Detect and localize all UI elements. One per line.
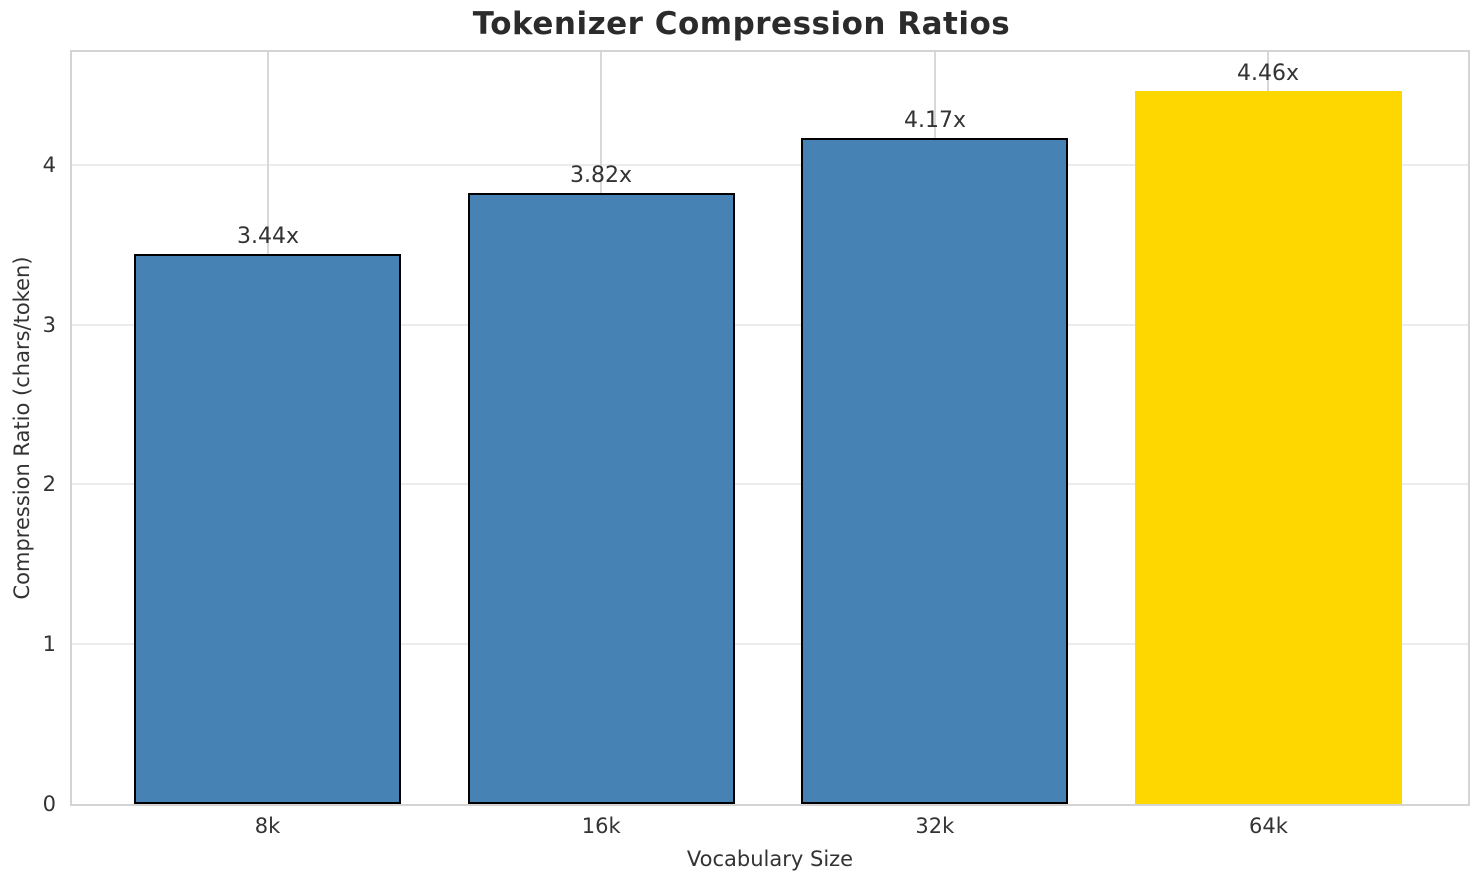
x-axis-label: Vocabulary Size (686, 847, 854, 871)
y-axis-label: Compression Ratio (chars/token) (10, 256, 34, 600)
plot-area: 3.44x 3.82x 4.17x 4.46x (70, 50, 1470, 806)
h-gridline (72, 483, 1468, 486)
h-gridline (72, 643, 1468, 646)
y-tick-label: 2 (42, 472, 56, 497)
bar-value-label: 3.44x (236, 224, 300, 249)
bar-value-label: 4.46x (1236, 61, 1300, 86)
h-gridline (72, 323, 1468, 326)
x-tick-label: 16k (581, 814, 621, 838)
bar-32k (801, 138, 1068, 804)
bar-value-label: 3.82x (569, 163, 633, 188)
y-tick-label: 1 (42, 632, 56, 657)
y-tick-label: 0 (42, 792, 56, 816)
bar-8k (134, 254, 401, 804)
x-tick-label: 32k (915, 814, 955, 838)
x-tick-label: 64k (1249, 814, 1288, 838)
bar-64k (1135, 91, 1402, 804)
bar-value-label: 4.17x (903, 108, 967, 133)
bar-16k (468, 193, 735, 804)
x-tick-label: 8k (254, 814, 281, 838)
y-tick-label: 3 (42, 312, 56, 337)
y-tick-label: 4 (42, 152, 56, 177)
h-gridline (72, 163, 1468, 166)
chart-title: Tokenizer Compression Ratios (472, 6, 1011, 42)
